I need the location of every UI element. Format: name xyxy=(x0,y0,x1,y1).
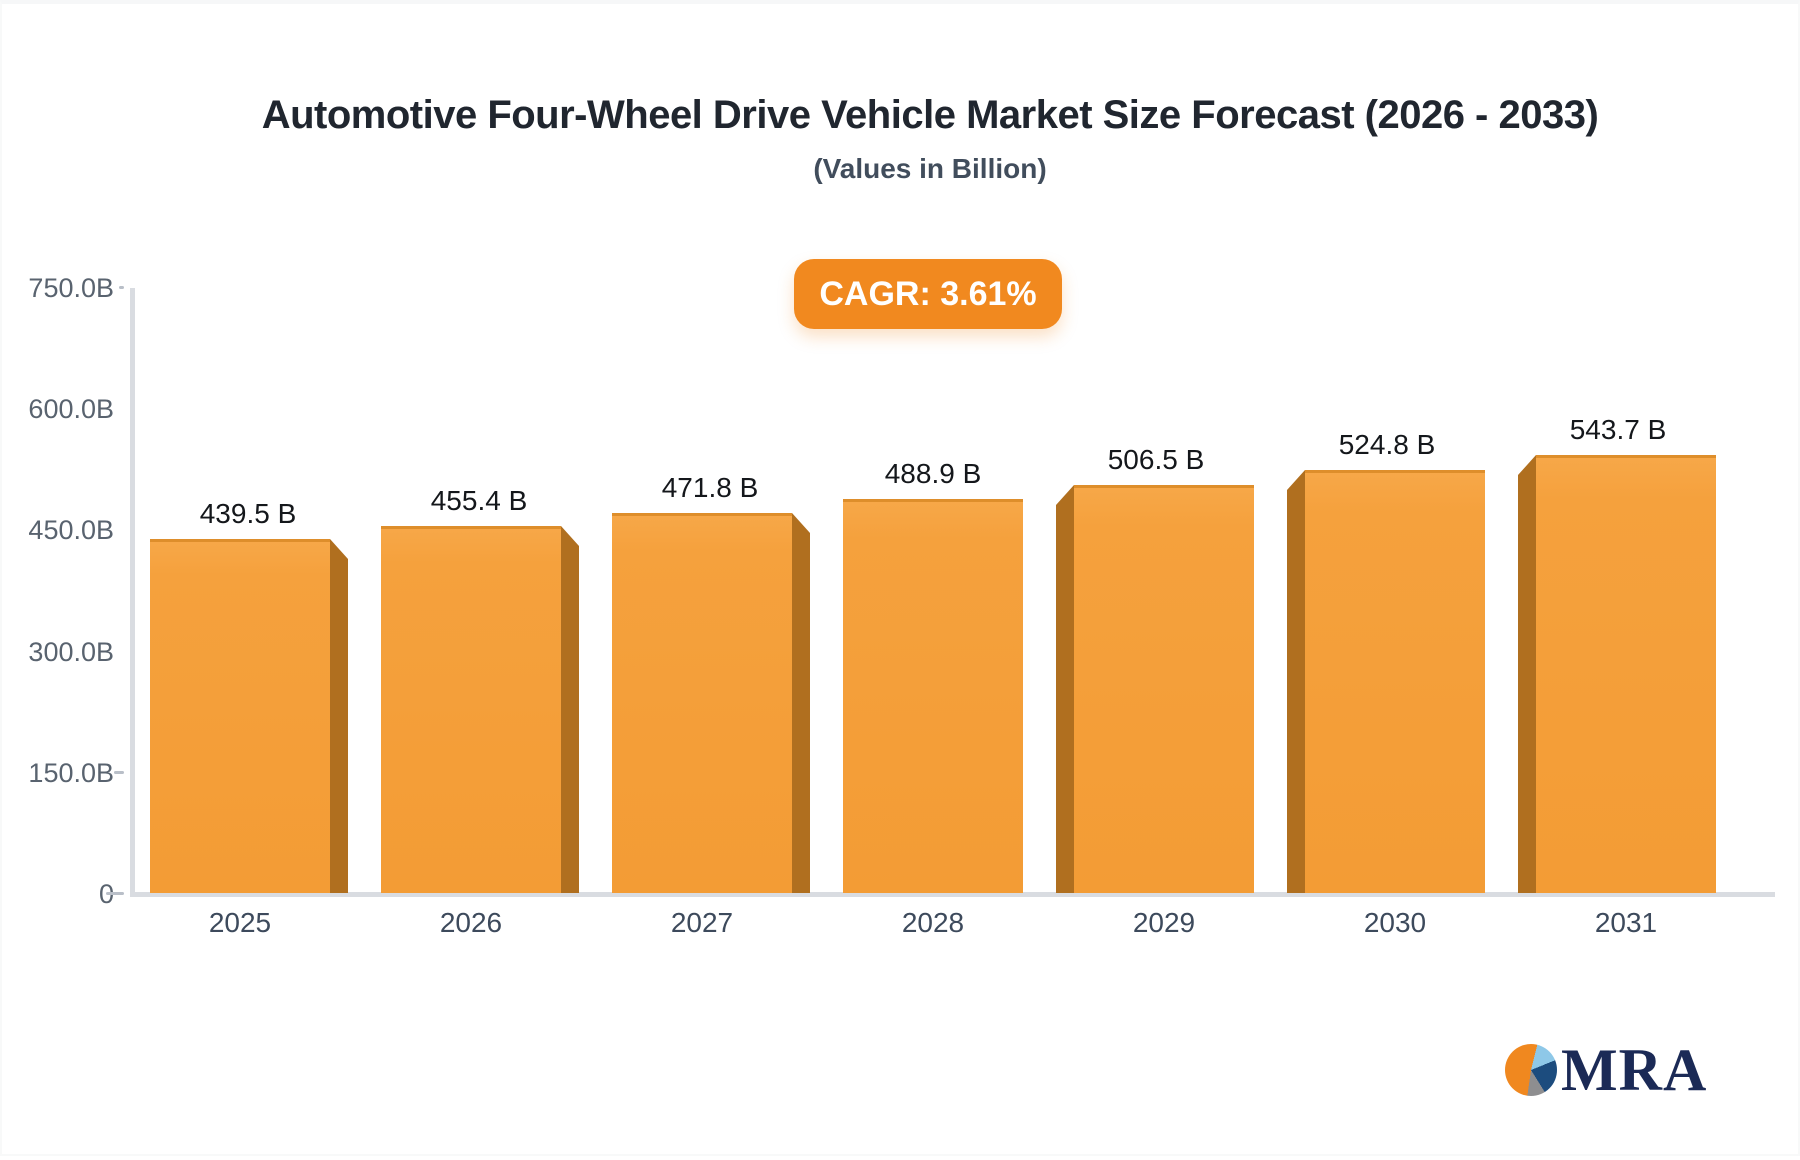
bar-2030 xyxy=(1305,470,1485,893)
bar-value-label: 543.7 B xyxy=(1569,414,1667,445)
x-axis-label-2027: 2027 xyxy=(670,907,734,938)
y-axis-tick-label: 0 xyxy=(2,878,114,910)
x-axis-label-2028: 2028 xyxy=(901,907,965,938)
bar-value-label: 455.4 B xyxy=(430,485,528,516)
bar-2031 xyxy=(1536,455,1716,893)
x-axis-label-2031: 2031 xyxy=(1594,907,1658,938)
y-axis-tick-mark xyxy=(106,892,124,895)
bar-value-label: 471.8 B xyxy=(661,472,759,503)
bar-side-panel xyxy=(330,539,348,893)
x-axis-label-2026: 2026 xyxy=(439,907,503,938)
y-axis-tick-mark xyxy=(114,770,124,774)
bar-side-panel xyxy=(561,526,579,893)
mra-logo-text: MRA xyxy=(1561,1037,1708,1103)
bar-2029 xyxy=(1074,485,1254,893)
bar-side-panel xyxy=(1518,455,1536,893)
x-axis-label-2030: 2030 xyxy=(1363,907,1427,938)
bar-2025 xyxy=(150,539,330,893)
y-axis-tick-label: 600.0B xyxy=(28,394,114,425)
bar-value-label: 439.5 B xyxy=(199,498,297,529)
bar-2026 xyxy=(381,526,561,893)
x-axis-line xyxy=(130,892,1775,897)
chart-subtitle: (Values in Billion) xyxy=(813,153,1047,184)
bar-value-label: 488.9 B xyxy=(884,458,982,489)
y-axis-tick-label: 450.0B xyxy=(28,515,114,546)
mra-logo-pie-icon xyxy=(1505,1044,1557,1096)
y-axis-tick-mark xyxy=(119,286,124,289)
bar-side-panel xyxy=(792,513,810,893)
bar-side-panel xyxy=(1056,485,1074,893)
bar-value-label: 506.5 B xyxy=(1107,444,1205,475)
bar-2027 xyxy=(612,513,792,893)
bar-side-panel xyxy=(1287,470,1305,893)
bar-2028 xyxy=(843,499,1023,893)
y-axis-tick-label: 300.0B xyxy=(28,636,114,667)
chart-header: Automotive Four-Wheel Drive Vehicle Mark… xyxy=(58,90,1800,186)
y-axis-tick-label: 750.0B xyxy=(28,273,114,303)
y-axis-line xyxy=(130,288,135,894)
bar-value-label: 524.8 B xyxy=(1338,429,1436,460)
x-axis-label-2029: 2029 xyxy=(1132,907,1196,938)
cagr-badge: CAGR: 3.61% xyxy=(794,259,1062,329)
chart-title: Automotive Four-Wheel Drive Vehicle Mark… xyxy=(261,93,1599,137)
x-axis-label-2025: 2025 xyxy=(208,907,272,938)
mra-logo: MRA xyxy=(1505,1037,1708,1103)
plot-area: 750.0B 600.0B 450.0B 300.0B 150.0B 0 439.5 B 20… xyxy=(2,4,1800,1160)
y-axis-tick-label: 150.0B xyxy=(28,757,114,788)
